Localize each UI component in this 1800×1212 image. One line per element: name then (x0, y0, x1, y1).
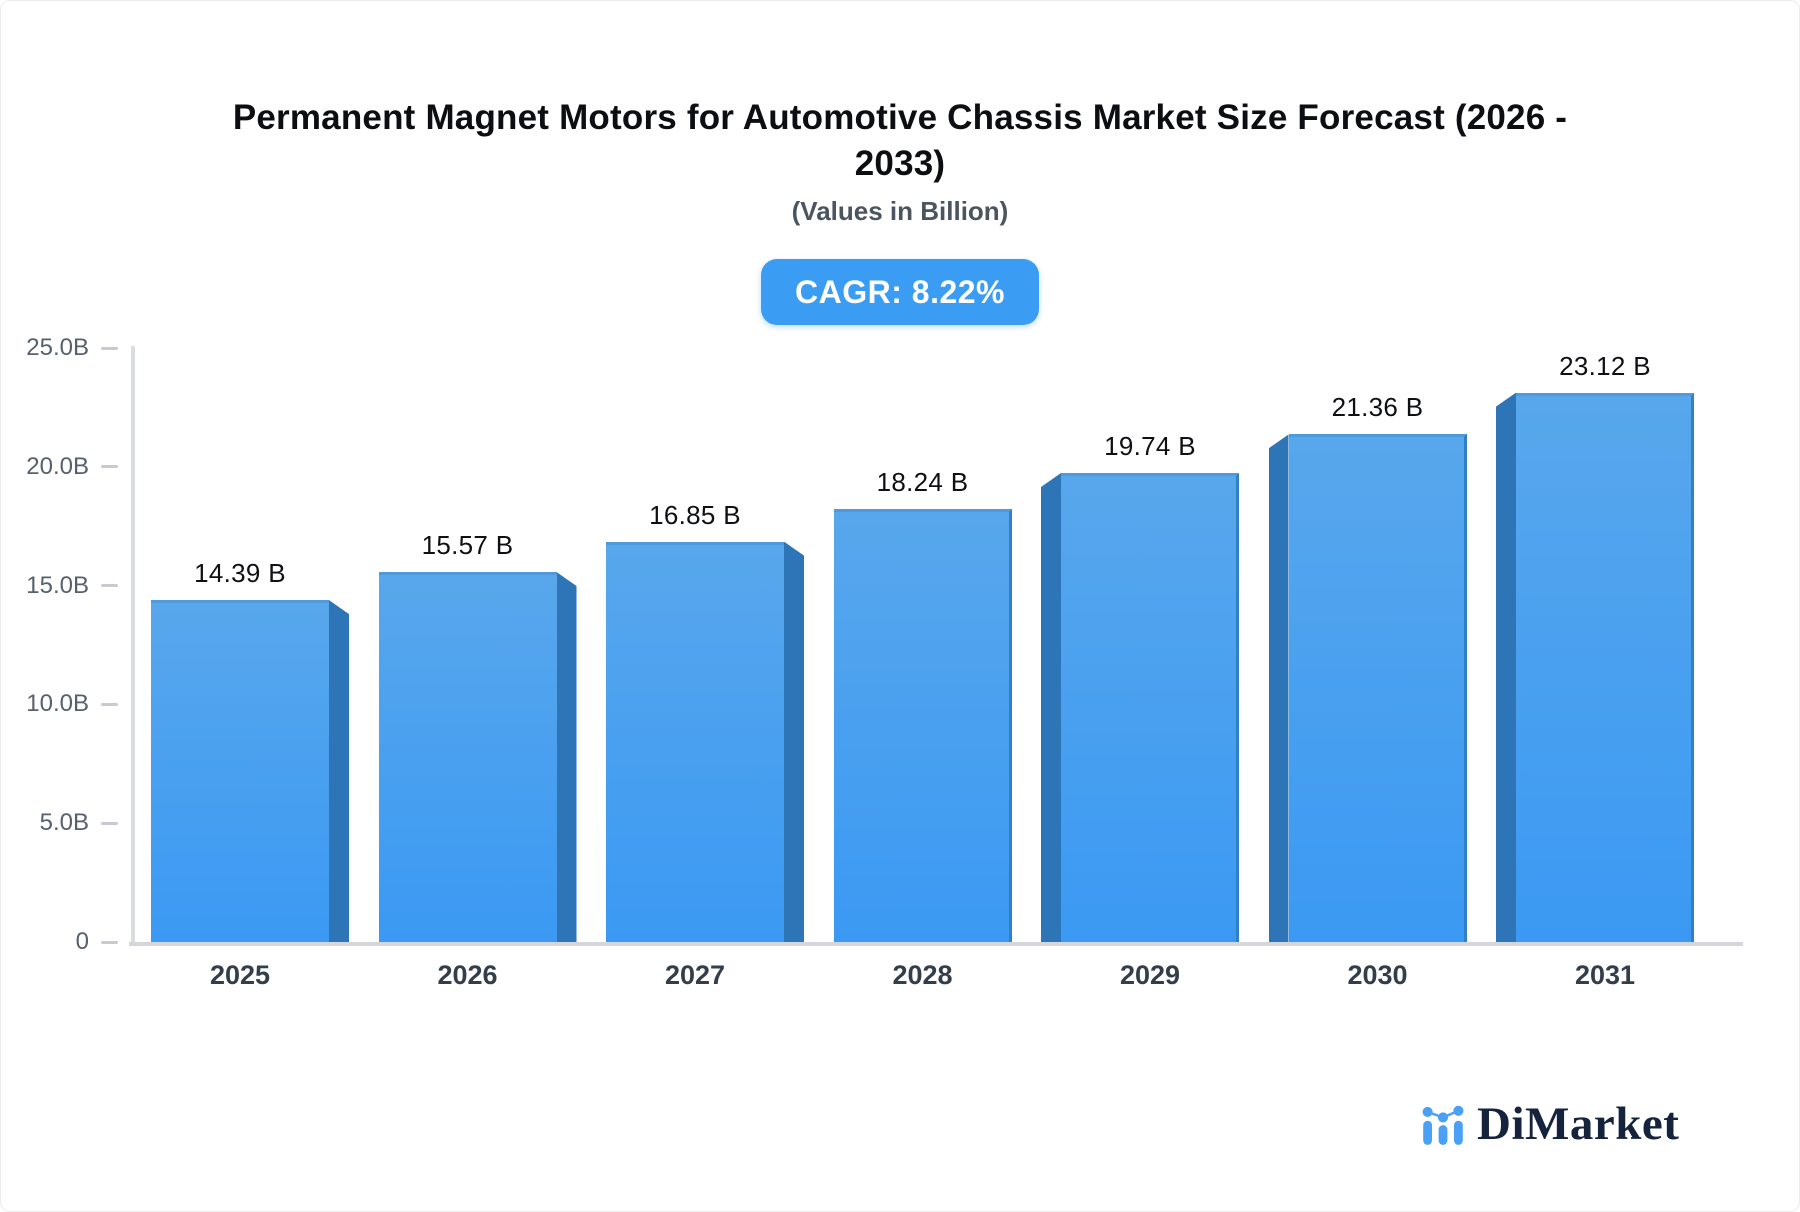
y-axis-tick (101, 940, 118, 944)
y-axis-tick-label: 20.0B (26, 452, 89, 480)
y-axis-tick (101, 465, 118, 469)
brand-name: DiMarket (1477, 1098, 1680, 1150)
y-axis-line (131, 346, 135, 944)
page-title-line2: 2033) (854, 144, 946, 183)
bar-chart-trend-icon (1422, 1105, 1464, 1145)
x-axis-label: 2029 (1119, 960, 1181, 990)
y-axis-tick (101, 584, 118, 588)
bar-side-face (1496, 392, 1516, 942)
bar-2027[interactable] (606, 541, 784, 942)
chart-subtitle: (Values in Billion) (791, 196, 1009, 226)
y-axis-tick (101, 702, 118, 706)
x-axis-label: 2028 (892, 960, 953, 990)
bar-side-face (1268, 434, 1289, 942)
bar-value-label: 16.85 B (649, 499, 741, 530)
bar-side-face (329, 600, 349, 942)
bar-side-face (784, 541, 804, 942)
bar-value-label: 23.12 B (1559, 350, 1651, 381)
x-axis-label: 2031 (1574, 960, 1636, 990)
bar-value-label: 14.39 B (194, 558, 286, 589)
bar-value-label: 19.74 B (1104, 430, 1196, 461)
x-axis-line (129, 942, 1743, 946)
x-axis-label: 2027 (664, 960, 726, 990)
bar-value-label: 15.57 B (421, 530, 514, 561)
bar-value-label: 18.24 B (876, 466, 969, 497)
bar-2030[interactable] (1288, 434, 1467, 942)
x-axis-label: 2025 (209, 960, 271, 990)
y-axis-tick (101, 346, 118, 350)
cagr-badge: CAGR: 8.22% (761, 259, 1039, 325)
bar-side-face (1041, 472, 1061, 942)
y-axis-tick-label: 10.0B (26, 690, 89, 718)
y-axis-tick-label: 25.0B (26, 334, 89, 361)
y-axis-tick-label: 5.0B (39, 809, 89, 837)
bar-2026[interactable] (378, 572, 557, 942)
bar-2031[interactable] (1516, 392, 1694, 942)
bar-side-face (556, 572, 577, 942)
y-axis-tick-label: 0 (75, 928, 89, 955)
dimarket-logo: DiMarket (1421, 1097, 1679, 1151)
bar-2025[interactable] (151, 600, 329, 942)
x-axis-label: 2026 (437, 960, 498, 990)
page-title: Permanent Magnet Motors for Automotive C… (232, 98, 1568, 137)
y-axis-tick-label: 15.0B (26, 571, 89, 599)
bar-2029[interactable] (1061, 472, 1239, 942)
bar-value-label: 21.36 B (1331, 392, 1424, 423)
x-axis-label: 2030 (1347, 960, 1408, 990)
bar-2028[interactable] (833, 508, 1012, 942)
y-axis-tick (101, 821, 118, 825)
